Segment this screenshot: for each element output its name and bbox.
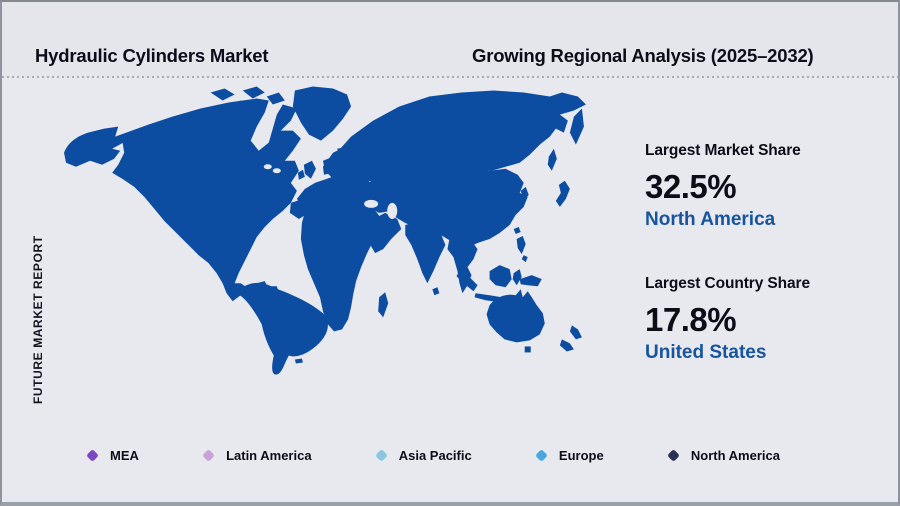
legend-item-mea: MEA — [86, 448, 139, 463]
legend-label: Asia Pacific — [398, 448, 472, 463]
continent-south-america — [239, 282, 328, 375]
continent-australia — [486, 289, 545, 343]
continent-africa — [300, 196, 394, 332]
stat-label: Largest Market Share — [645, 142, 801, 159]
region-greenland — [292, 86, 352, 141]
stat-region: United States — [645, 342, 767, 363]
legend-dot-asia-pacific — [374, 449, 388, 462]
page-subtitle: Growing Regional Analysis (2025–2032) — [472, 45, 814, 66]
black-sea — [364, 199, 379, 208]
region-sakhalin — [547, 148, 557, 171]
world-map-land — [64, 86, 586, 375]
region-japan — [555, 180, 570, 207]
legend-item-europe: Europe — [535, 448, 604, 463]
region-tasmania — [524, 346, 531, 353]
region-philippines — [516, 236, 528, 263]
region-china-central-asia — [369, 166, 528, 248]
stat-region: North America — [645, 209, 776, 230]
world-map-svg — [64, 86, 586, 375]
region-uk — [297, 160, 316, 180]
stat-market-share: Largest Market Share 32.5% North America — [645, 142, 890, 231]
world-map-water — [263, 164, 398, 219]
region-sumatra — [456, 271, 478, 292]
region-falklands — [294, 358, 303, 364]
dotted-divider — [2, 76, 898, 79]
legend-item-latin-america: Latin America — [202, 448, 312, 463]
region-taiwan — [513, 226, 521, 235]
stat-value: 32.5% — [645, 168, 737, 205]
region-new-guinea — [519, 275, 542, 287]
stat-value: 17.8% — [645, 301, 737, 338]
legend-label: Latin America — [226, 448, 312, 463]
legend-label: MEA — [110, 448, 139, 463]
stat-label: Largest Country Share — [645, 275, 810, 292]
caspian-sea — [387, 202, 398, 219]
region-arctic-islands — [210, 86, 285, 113]
world-map — [60, 86, 602, 378]
region-kamchatka — [569, 108, 584, 145]
legend-label: North America — [690, 448, 780, 463]
header-band — [2, 2, 898, 77]
stats-panel: Largest Market Share 32.5% North America… — [645, 142, 890, 364]
region-madagascar — [378, 292, 389, 318]
great-lakes — [263, 164, 272, 170]
region-russia — [322, 90, 586, 183]
region-caribbean — [256, 281, 278, 290]
region-sri-lanka — [432, 287, 440, 296]
legend-dot-latin-america — [202, 449, 215, 462]
great-lakes — [272, 168, 281, 174]
region-new-zealand — [559, 325, 582, 352]
stat-country-share: Largest Country Share 17.8% United State… — [645, 275, 890, 364]
continent-north-america — [112, 98, 301, 302]
legend-item-asia-pacific: Asia Pacific — [374, 448, 472, 463]
region-borneo — [489, 265, 512, 288]
legend-dot-north-america — [667, 449, 680, 462]
legend-dot-mea — [86, 449, 99, 462]
brand-vertical-label: FUTURE MARKET REPORT — [31, 235, 45, 405]
legend-label: Europe — [558, 448, 604, 463]
legend: MEA Latin America Asia Pacific Europe No… — [86, 448, 780, 463]
legend-item-north-america: North America — [667, 448, 780, 463]
legend-dot-europe — [535, 449, 548, 462]
region-sulawesi — [512, 269, 522, 286]
region-india — [405, 220, 446, 284]
page-title: Hydraulic Cylinders Market — [35, 45, 269, 66]
region-alaska — [64, 126, 127, 167]
region-korea — [520, 186, 529, 201]
